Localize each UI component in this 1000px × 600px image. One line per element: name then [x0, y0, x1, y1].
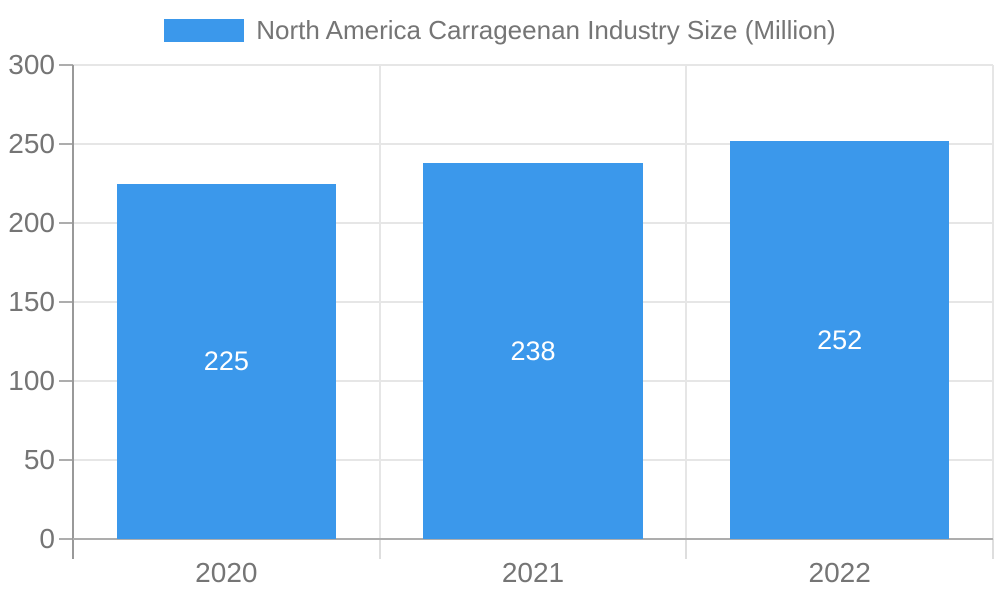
chart-legend[interactable]: North America Carrageenan Industry Size …	[0, 8, 1000, 52]
y-tick-label: 150	[8, 286, 55, 317]
y-axis-tick	[59, 301, 73, 303]
legend-swatch[interactable]	[164, 18, 245, 42]
bar-2021[interactable]	[423, 162, 643, 539]
x-axis-tick	[992, 539, 994, 559]
y-axis-tick	[59, 538, 73, 540]
y-tick-label: 0	[39, 523, 55, 554]
y-axis-tick	[59, 380, 73, 382]
x-tick-label: 2020	[195, 557, 258, 588]
bar-2022[interactable]	[730, 140, 950, 539]
y-tick-label: 200	[8, 207, 55, 238]
x-tick-label: 2022	[808, 557, 871, 588]
x-axis-line	[73, 538, 993, 540]
bar-value-label: 238	[510, 335, 556, 366]
x-gridline	[992, 65, 994, 539]
y-tick-label: 250	[8, 128, 55, 159]
y-gridline	[73, 143, 993, 145]
x-axis-tick	[378, 539, 381, 559]
x-axis-tick	[685, 539, 688, 559]
y-axis-tick	[59, 143, 73, 145]
x-tick-label: 2021	[501, 557, 565, 588]
y-axis-tick	[59, 64, 73, 66]
y-gridline	[73, 64, 993, 66]
bar-2020[interactable]	[116, 183, 336, 539]
y-tick-label: 100	[8, 365, 55, 396]
y-tick-label: 50	[23, 444, 55, 475]
y-tick-label: 300	[8, 49, 55, 80]
x-gridline	[378, 65, 381, 539]
y-axis-line	[72, 65, 74, 559]
bar-value-label: 252	[817, 324, 863, 355]
y-axis-tick	[59, 222, 73, 224]
bar-value-label: 225	[203, 346, 249, 377]
y-axis-tick	[59, 459, 73, 461]
legend-series-label: North America Carrageenan Industry Size …	[256, 14, 836, 45]
x-gridline	[685, 65, 688, 539]
